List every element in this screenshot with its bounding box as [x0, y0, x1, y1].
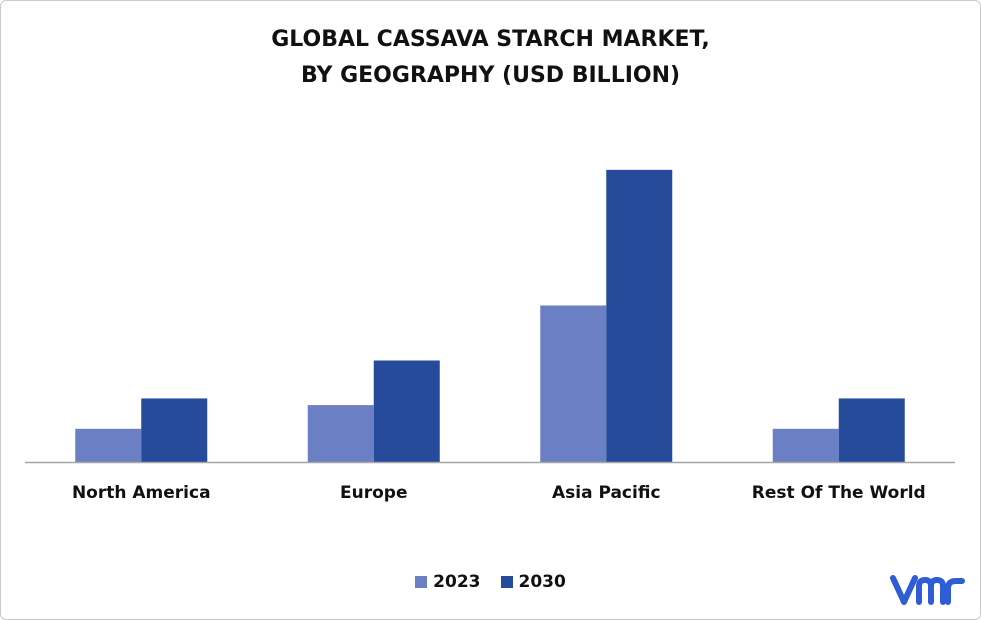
chart-title-line-2: BY GEOGRAPHY (USD BILLION) [300, 63, 681, 88]
legend-item-2023: 2023 [415, 572, 481, 592]
chart-title-line-1: GLOBAL CASSAVA STARCH MARKET, [271, 27, 710, 52]
chart-title: GLOBAL CASSAVA STARCH MARKET, BY GEOGRAP… [0, 22, 981, 94]
legend-item-2030: 2030 [500, 572, 566, 592]
vmr-logo-icon [890, 575, 965, 605]
category-label-north-america: North America [72, 483, 211, 503]
bar-2030-europe [373, 360, 440, 462]
legend-swatch-2030 [500, 576, 513, 588]
category-label-europe: Europe [340, 483, 407, 503]
legend-swatch-2023 [415, 576, 428, 588]
legend-label-2030: 2030 [518, 572, 566, 592]
bar-2023-europe [307, 405, 374, 462]
bar-2023-north-america [75, 428, 142, 462]
category-label-asia-pacific: Asia Pacific [552, 483, 661, 503]
legend-label-2023: 2023 [433, 572, 481, 592]
bar-2030-rest-of-the-world [838, 398, 905, 462]
bar-2023-asia-pacific [540, 305, 607, 462]
legend: 2023 2030 [0, 572, 981, 592]
bar-2030-asia-pacific [606, 169, 673, 462]
bar-2030-north-america [141, 398, 208, 462]
category-label-rest-of-the-world: Rest Of The World [752, 483, 926, 503]
bar-chart: North America Europe Asia Pacific Rest Of T… [25, 169, 955, 503]
bar-2023-rest-of-the-world [772, 428, 839, 462]
